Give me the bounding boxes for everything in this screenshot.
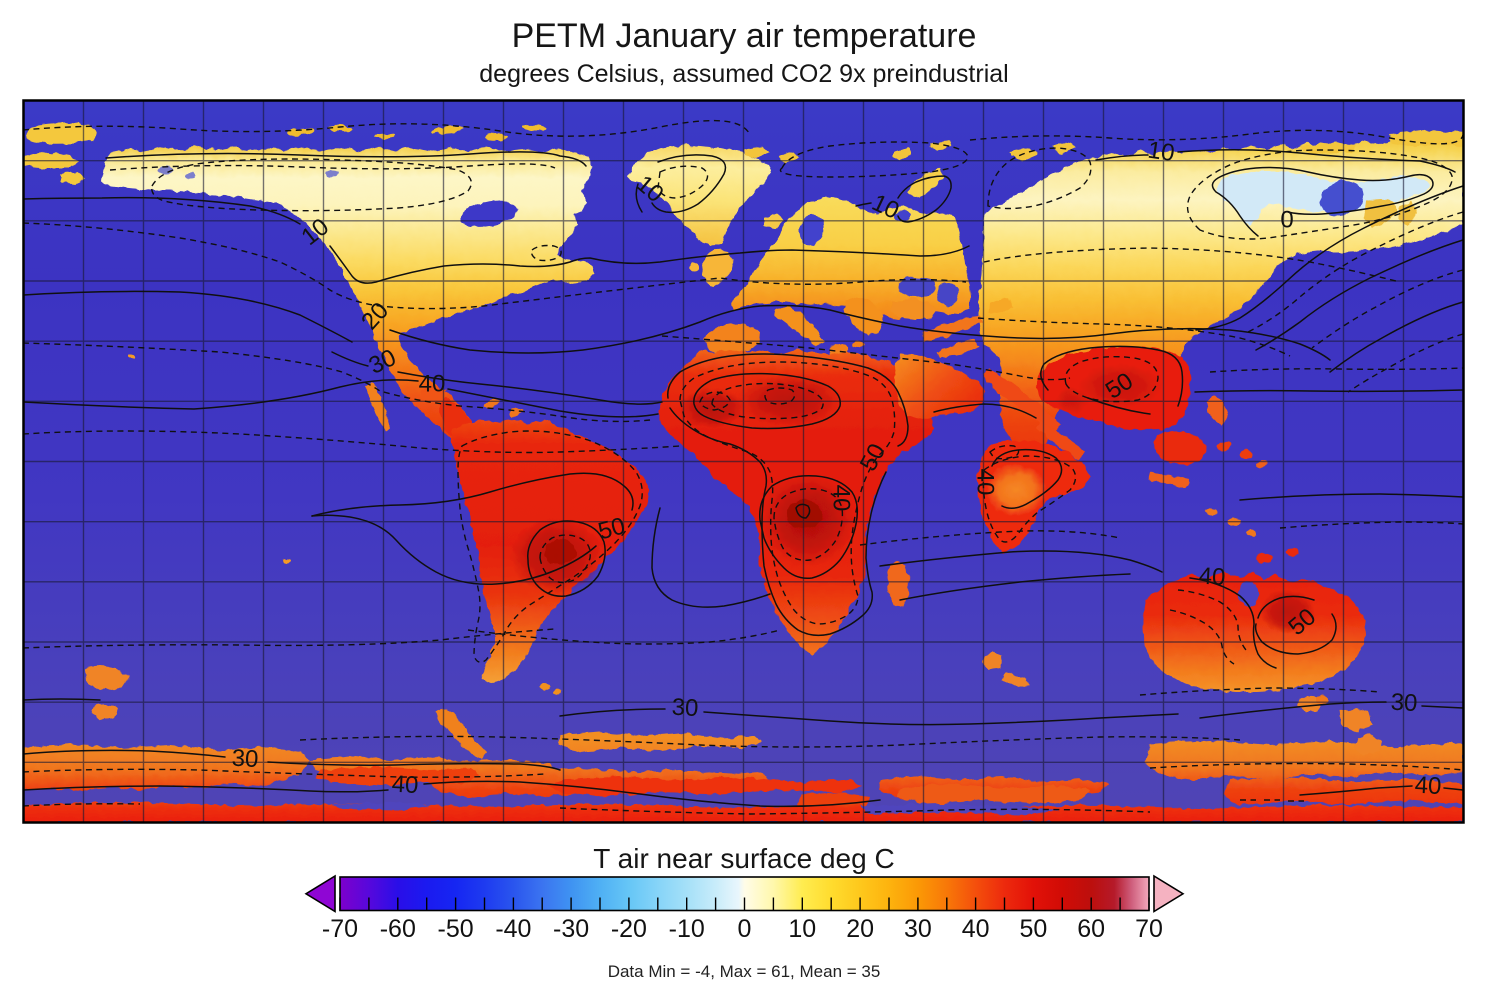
- svg-text:60: 60: [1077, 915, 1105, 943]
- svg-text:30: 30: [1390, 689, 1418, 717]
- svg-text:PETM January air temperature: PETM January air temperature: [512, 17, 977, 55]
- svg-text:-20: -20: [611, 915, 647, 943]
- svg-text:T air near surface deg C: T air near surface deg C: [593, 843, 894, 874]
- svg-text:30: 30: [231, 745, 259, 773]
- svg-text:40: 40: [391, 771, 419, 799]
- svg-text:0: 0: [1280, 206, 1293, 233]
- svg-text:30: 30: [904, 915, 932, 943]
- svg-text:40: 40: [1198, 563, 1226, 591]
- svg-text:50: 50: [1019, 915, 1047, 943]
- svg-text:-30: -30: [553, 915, 589, 943]
- svg-text:-10: -10: [669, 915, 705, 943]
- svg-text:70: 70: [1135, 915, 1163, 943]
- svg-text:10: 10: [1146, 137, 1176, 167]
- svg-text:40: 40: [972, 469, 999, 496]
- svg-text:-50: -50: [438, 915, 474, 943]
- svg-text:degrees Celsius, assumed CO2 9: degrees Celsius, assumed CO2 9x preindus…: [479, 60, 1008, 88]
- svg-text:-60: -60: [380, 915, 416, 943]
- svg-text:30: 30: [671, 694, 699, 722]
- svg-text:Data Min = -4, Max = 61, Mean: Data Min = -4, Max = 61, Mean = 35: [608, 962, 881, 981]
- svg-text:10: 10: [788, 915, 816, 943]
- svg-text:40: 40: [1414, 772, 1442, 800]
- svg-text:40: 40: [828, 485, 855, 512]
- svg-text:-70: -70: [322, 915, 358, 943]
- svg-text:40: 40: [962, 915, 990, 943]
- svg-text:20: 20: [846, 915, 874, 943]
- svg-text:40: 40: [419, 370, 446, 397]
- svg-text:0: 0: [738, 915, 752, 943]
- svg-text:-40: -40: [495, 915, 531, 943]
